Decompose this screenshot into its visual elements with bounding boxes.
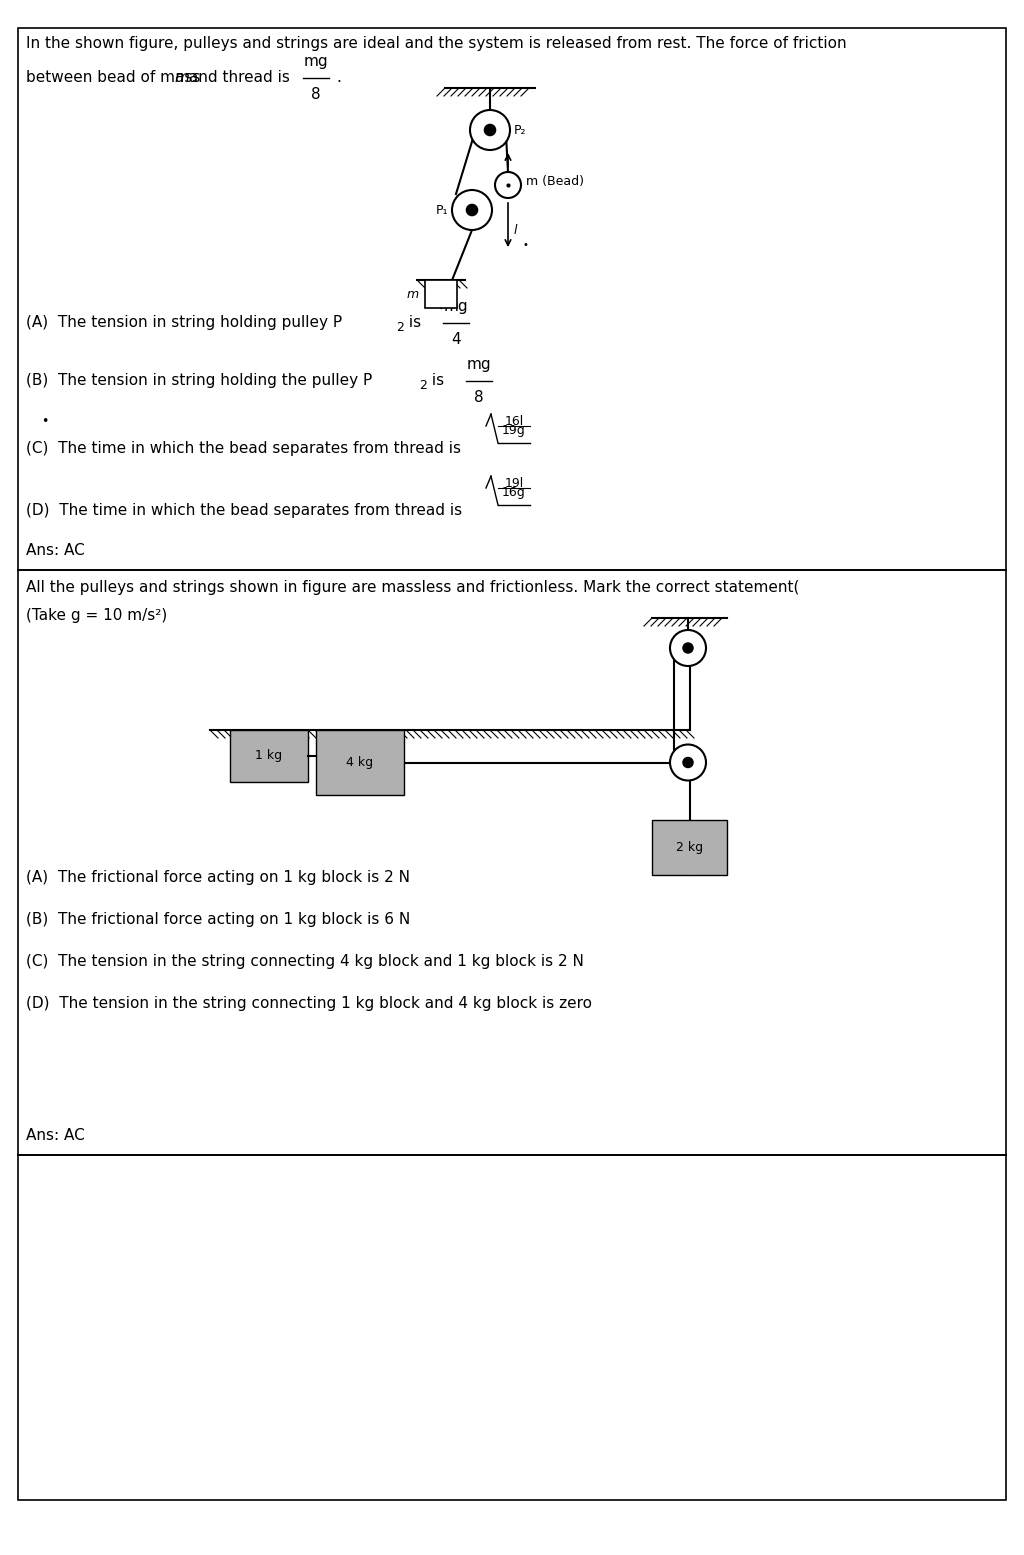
Text: 4: 4 <box>452 333 461 347</box>
Text: $\mu_2$ = 0.2: $\mu_2$ = 0.2 <box>331 757 383 774</box>
Bar <box>18 28 1006 571</box>
Bar <box>425 280 457 308</box>
Text: 1 kg: 1 kg <box>255 750 283 762</box>
Text: 19l: 19l <box>505 477 523 490</box>
Text: •: • <box>41 415 48 428</box>
Text: m (Bead): m (Bead) <box>526 174 584 188</box>
Bar <box>18 1155 1006 1501</box>
Text: P₂: P₂ <box>514 123 526 137</box>
Circle shape <box>484 124 496 135</box>
Text: 8: 8 <box>474 390 483 404</box>
Circle shape <box>683 642 693 653</box>
Text: 16l: 16l <box>505 415 523 428</box>
Text: mg: mg <box>443 299 468 314</box>
Text: (B)  The frictional force acting on 1 kg block is 6 N: (B) The frictional force acting on 1 kg … <box>26 911 411 927</box>
Text: (C)  The time in which the bead separates from thread is: (C) The time in which the bead separates… <box>26 442 461 456</box>
Text: (Take g = 10 m/s²): (Take g = 10 m/s²) <box>26 608 167 624</box>
Bar <box>18 571 1006 1155</box>
Text: is: is <box>404 316 421 330</box>
Text: (C)  The tension in the string connecting 4 kg block and 1 kg block is 2 N: (C) The tension in the string connecting… <box>26 955 584 969</box>
Text: m: m <box>174 70 188 86</box>
Text: (D)  The time in which the bead separates from thread is: (D) The time in which the bead separates… <box>26 502 462 518</box>
Bar <box>230 729 308 782</box>
Circle shape <box>683 757 693 768</box>
Circle shape <box>495 173 521 197</box>
Text: All the pulleys and strings shown in figure are massless and frictionless. Mark : All the pulleys and strings shown in fig… <box>26 580 800 596</box>
Circle shape <box>670 745 706 781</box>
Circle shape <box>670 630 706 666</box>
Text: (A)  The frictional force acting on 1 kg block is 2 N: (A) The frictional force acting on 1 kg … <box>26 869 410 885</box>
Bar <box>316 729 404 795</box>
Text: is: is <box>427 373 444 389</box>
Text: (B)  The tension in string holding the pulley P: (B) The tension in string holding the pu… <box>26 373 373 389</box>
Text: and thread is: and thread is <box>184 70 295 86</box>
Text: l: l <box>514 224 517 236</box>
Text: Ans: AC: Ans: AC <box>26 543 85 558</box>
Text: (A)  The tension in string holding pulley P: (A) The tension in string holding pulley… <box>26 316 342 330</box>
Circle shape <box>466 204 477 216</box>
Text: •: • <box>522 239 528 250</box>
Text: 4 kg: 4 kg <box>346 756 374 770</box>
Text: $\mu_1$ = 0.6: $\mu_1$ = 0.6 <box>232 757 286 774</box>
Text: 19g: 19g <box>502 425 526 437</box>
Text: (D)  The tension in the string connecting 1 kg block and 4 kg block is zero: (D) The tension in the string connecting… <box>26 997 592 1011</box>
Text: 2: 2 <box>396 320 403 334</box>
Bar <box>652 819 727 875</box>
Text: m: m <box>407 288 419 300</box>
Text: 2 kg: 2 kg <box>676 841 703 854</box>
Text: In the shown figure, pulleys and strings are ideal and the system is released fr: In the shown figure, pulleys and strings… <box>26 36 847 51</box>
Text: 16g: 16g <box>502 487 526 499</box>
Text: 8: 8 <box>311 87 321 103</box>
Text: mg: mg <box>304 54 329 68</box>
Circle shape <box>452 190 492 230</box>
Circle shape <box>470 110 510 149</box>
Text: .: . <box>336 70 341 86</box>
Text: 2: 2 <box>419 379 427 392</box>
Text: mg: mg <box>467 358 492 372</box>
Text: Ans: AC: Ans: AC <box>26 1127 85 1143</box>
Text: P₁: P₁ <box>435 204 449 216</box>
Text: between bead of mass: between bead of mass <box>26 70 205 86</box>
